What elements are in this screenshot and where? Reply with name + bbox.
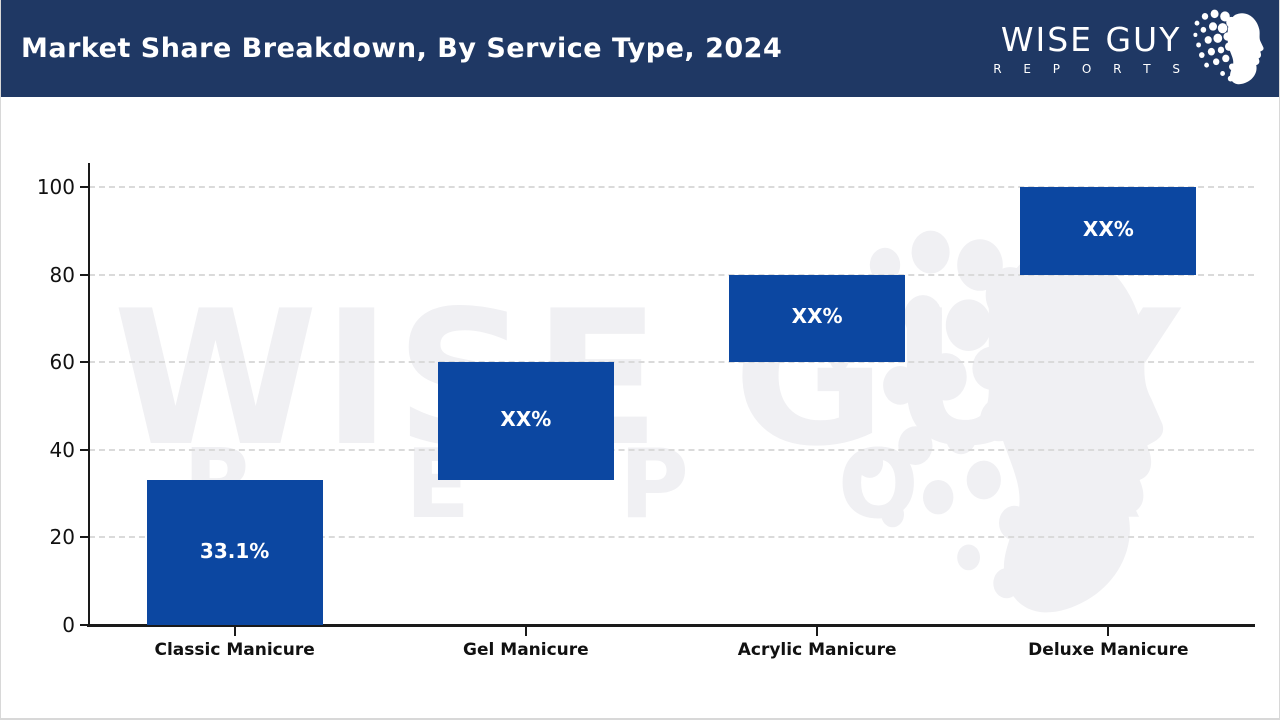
x-tick [524,627,527,636]
y-tick-label: 80 [49,262,75,287]
y-tick [80,186,89,188]
x-tick-label: Acrylic Manicure [737,640,897,660]
gridline [89,361,1254,364]
page-title: Market Share Breakdown, By Service Type,… [21,33,783,64]
bar-value-label: XX% [500,407,552,432]
y-tick-label: 60 [49,350,75,375]
y-tick [80,624,89,626]
x-tick-label: Classic Manicure [154,640,315,660]
y-tick [80,536,89,539]
x-axis-line [87,624,1255,627]
x-tick-label: Deluxe Manicure [1028,640,1189,660]
gridline [89,273,1254,276]
x-tick-label: Gel Manicure [463,640,589,660]
bar-value-label: XX% [1082,216,1134,241]
logo-subtitle: R E P O R T S [993,62,1189,76]
logo-wordmark: WISE GUY [1000,20,1182,59]
x-tick [816,627,819,636]
bar [146,480,323,625]
x-tick [1107,627,1110,636]
y-tick [80,361,89,364]
y-axis-line [88,163,90,626]
logo-text: WISE GUY R E P O R T S [993,20,1189,76]
header-bar: Market Share Breakdown, By Service Type,… [1,0,1279,97]
bar-value-label: XX% [791,304,843,329]
x-tick [233,627,236,636]
y-tick-label: 100 [36,175,75,199]
y-tick [80,448,89,451]
y-tick [80,273,89,276]
gridline [89,448,1254,451]
logo-face-icon [1193,9,1264,85]
bar-value-label: 33.1% [199,538,270,563]
y-tick-label: 40 [49,437,75,462]
bar [437,362,614,480]
y-tick-label: 20 [49,525,75,550]
y-tick-label: 0 [62,613,75,637]
gridline [89,186,1254,188]
gridline [89,536,1254,539]
wise-guy-reports-logo: WISE GUY R E P O R T S [993,6,1267,92]
